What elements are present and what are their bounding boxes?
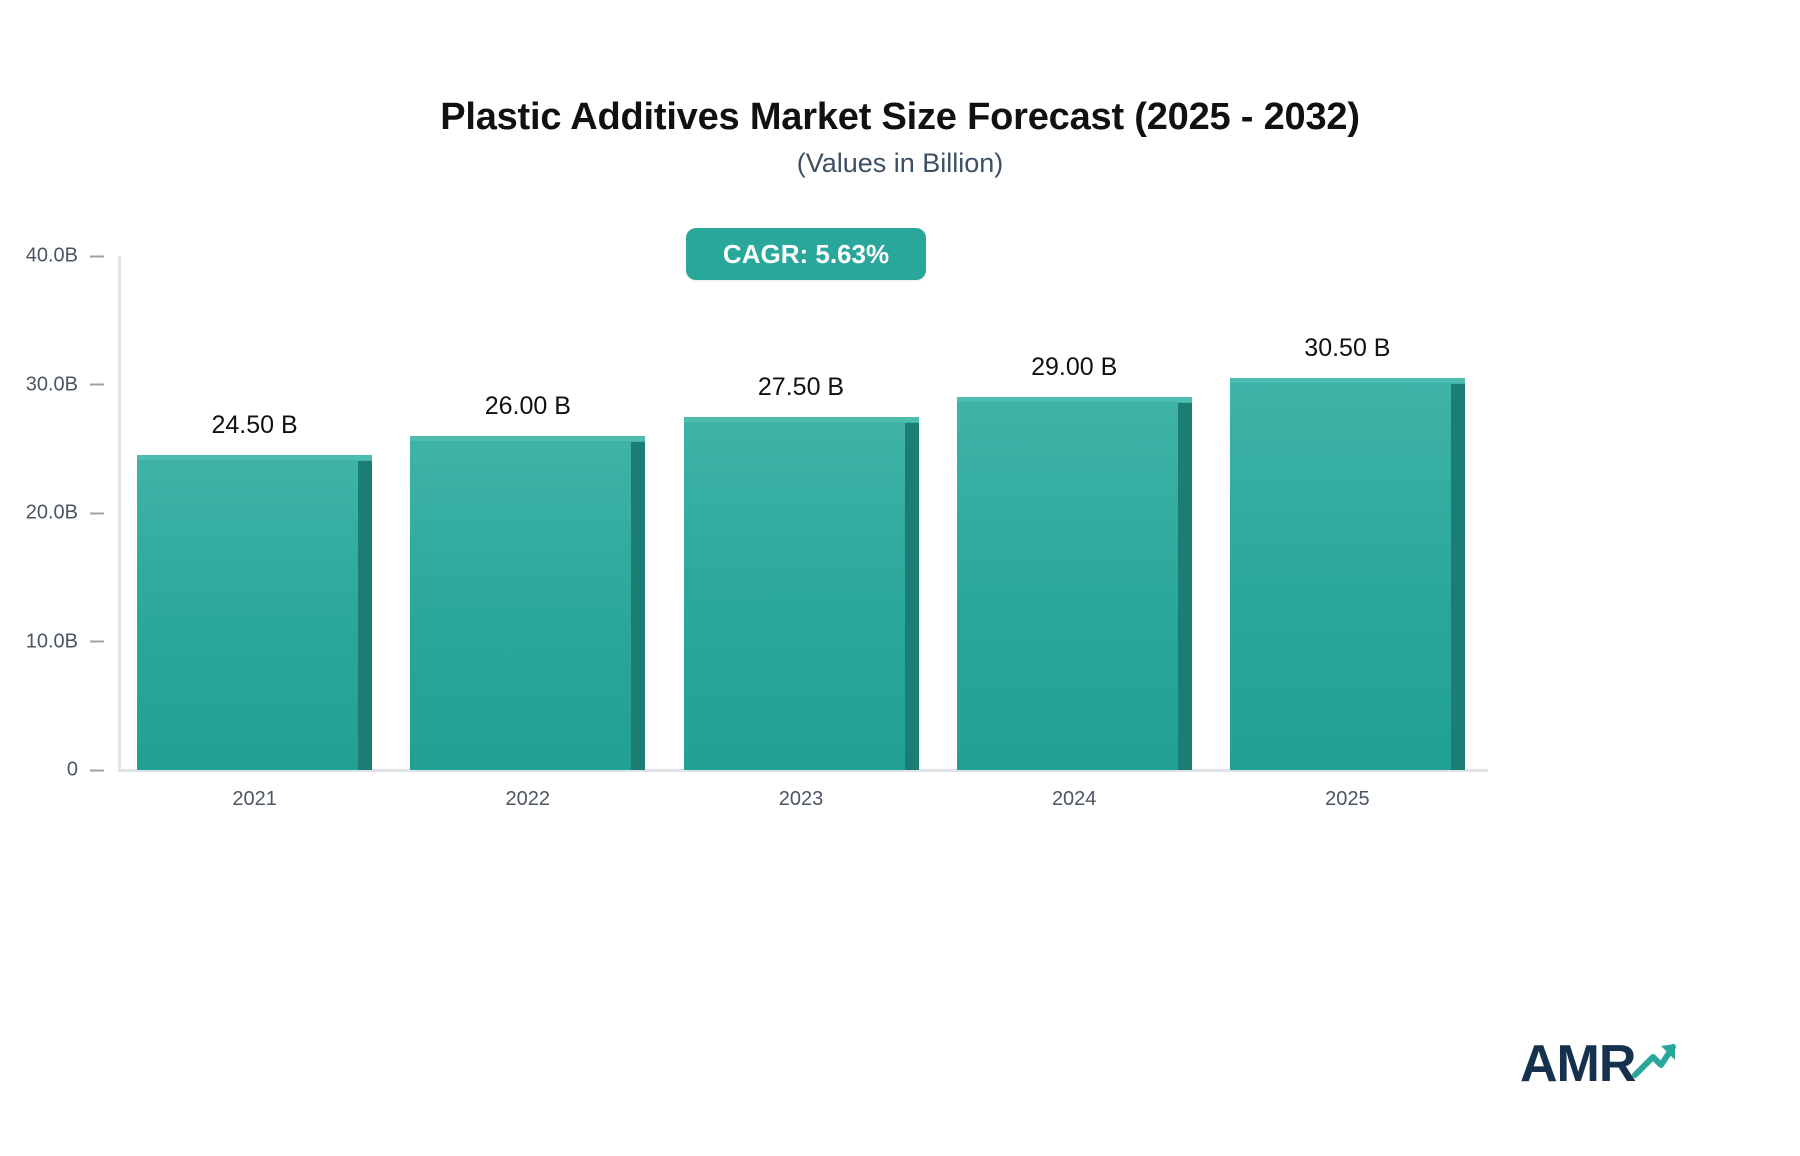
x-axis-tick-label: 2025 bbox=[1325, 788, 1370, 810]
chart-subtitle: (Values in Billion) bbox=[796, 148, 1004, 178]
bar-side-shade bbox=[631, 441, 646, 770]
y-axis-tick: 0 bbox=[0, 759, 118, 782]
cagr-badge: CAGR: 5.63% bbox=[686, 228, 926, 280]
amr-logo-text: AMR bbox=[1520, 1035, 1636, 1093]
y-axis-tick: 30.0B bbox=[0, 373, 118, 396]
y-axis-tick-label: 10.0B bbox=[25, 630, 78, 652]
bar[interactable] bbox=[137, 455, 373, 770]
growth-arrow-icon bbox=[1631, 1041, 1677, 1086]
y-axis-tick-label: 40.0B bbox=[25, 244, 78, 267]
bar-top-highlight bbox=[410, 435, 646, 441]
x-axis-tick-label: 2024 bbox=[1051, 788, 1097, 810]
bar-side-shade bbox=[904, 422, 919, 770]
bar[interactable] bbox=[683, 416, 919, 770]
chart-title: Plastic Additives Market Size Forecast (… bbox=[440, 96, 1360, 138]
bar-face bbox=[683, 416, 919, 770]
bar-face bbox=[1229, 378, 1465, 770]
bar[interactable] bbox=[410, 435, 646, 770]
x-axis-tick-label: 2023 bbox=[778, 788, 824, 810]
bar-value-label: 30.50 B bbox=[1304, 334, 1391, 363]
bar-value-label: 29.00 B bbox=[1031, 353, 1118, 382]
bar-side-shade bbox=[1450, 384, 1465, 770]
y-axis-tick: 40.0B bbox=[0, 245, 118, 268]
bar[interactable] bbox=[956, 397, 1192, 770]
bar-face bbox=[410, 435, 646, 770]
y-axis-tick-mark bbox=[90, 512, 104, 514]
bar-top-highlight bbox=[1229, 378, 1465, 384]
bar-top-highlight bbox=[137, 455, 373, 461]
bar-value-label: 24.50 B bbox=[211, 411, 298, 440]
bar-top-highlight bbox=[956, 397, 1192, 403]
y-axis-line bbox=[118, 256, 121, 770]
y-axis-tick-label: 30.0B bbox=[25, 373, 78, 395]
bar-side-shade bbox=[358, 461, 373, 770]
bar-top-highlight bbox=[683, 416, 919, 422]
y-axis-tick: 10.0B bbox=[0, 630, 118, 653]
cagr-badge-label: CAGR: 5.63% bbox=[722, 238, 890, 269]
y-axis-tick-label: 20.0B bbox=[25, 501, 78, 524]
x-axis-tick-label: 2021 bbox=[232, 788, 277, 810]
y-axis-tick-label: 0 bbox=[66, 758, 78, 781]
bar-face bbox=[137, 455, 373, 770]
y-axis-tick-mark bbox=[90, 769, 104, 771]
x-axis-line bbox=[118, 769, 1488, 772]
amr-logo: AMR bbox=[1520, 1038, 1677, 1090]
y-axis-tick-mark bbox=[90, 383, 104, 386]
x-axis-tick-label: 2022 bbox=[505, 788, 551, 810]
bar-face bbox=[956, 397, 1192, 770]
y-axis-tick-mark bbox=[90, 255, 104, 257]
bar-value-label: 27.50 B bbox=[757, 372, 845, 401]
bar-value-label: 26.00 B bbox=[484, 391, 571, 420]
bar[interactable] bbox=[1229, 378, 1465, 770]
y-axis-tick: 20.0B bbox=[0, 502, 118, 525]
bar-side-shade bbox=[1177, 403, 1192, 770]
y-axis-tick-mark bbox=[90, 640, 104, 643]
